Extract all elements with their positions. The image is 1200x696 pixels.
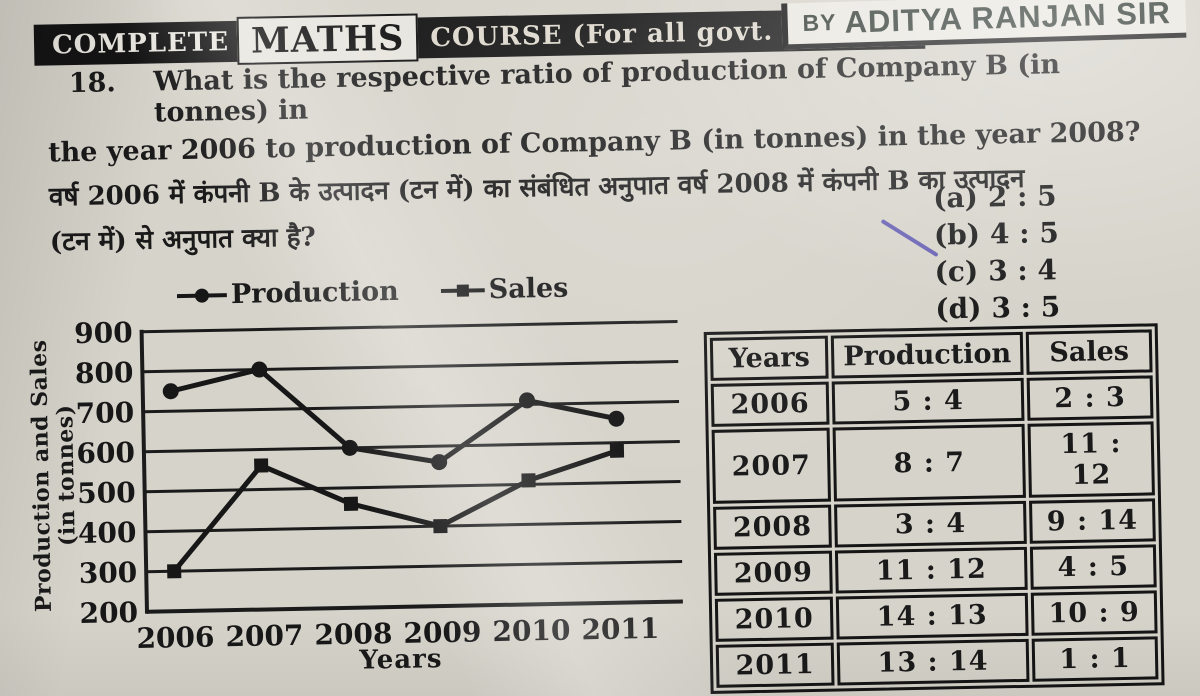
author-name: ADITYA RANJAN SIR	[843, 0, 1172, 40]
sales-ratio-cell: 2 : 3	[1026, 375, 1154, 421]
option-c-value: 3 : 4	[987, 253, 1058, 288]
option-d: (d) 3 : 5	[935, 288, 1061, 327]
sales-column-header: Sales	[1025, 329, 1153, 375]
production-data-point	[518, 392, 535, 409]
sales-legend-marker-icon	[440, 284, 485, 297]
production-ratio-cell: 14 : 13	[835, 592, 1029, 640]
sales-data-point	[609, 443, 625, 458]
line-chart: 200 300 400 500 600 700 800 900 2006 2007 2008 2009…	[74, 316, 683, 655]
year-cell: 2009	[713, 550, 833, 596]
option-a: (a) 2 : 5	[933, 177, 1059, 216]
y-tick-label: 800	[75, 356, 134, 390]
table-row: 2007 8 : 7 11 : 12	[711, 421, 1155, 504]
option-a-label: (a)	[932, 180, 979, 215]
sales-data-point	[343, 496, 359, 511]
table-row: 2008 3 : 4 9 : 14	[713, 498, 1156, 550]
production-data-point	[431, 454, 448, 471]
author-byline: BY ADITYA RANJAN SIR	[781, 0, 1187, 50]
production-data-point	[608, 410, 625, 427]
sales-ratio-cell: 10 : 9	[1030, 590, 1158, 636]
production-data-point	[341, 439, 358, 456]
x-tick-label: 2007	[225, 619, 304, 653]
option-b-label: (b)	[933, 217, 981, 252]
y-tick-label: 400	[78, 516, 137, 550]
production-ratio-cell: 3 : 4	[834, 500, 1027, 548]
table-row: 2010 14 : 13 10 : 9	[714, 590, 1158, 642]
y-tick-label: 300	[78, 556, 137, 590]
sales-data-point	[167, 564, 182, 579]
option-c: (c) 3 : 4	[934, 251, 1060, 290]
x-axis-title: Years	[359, 644, 443, 676]
sales-line	[172, 448, 618, 573]
ratio-table: Years Production Sales 2006 5 : 4 2 : 3 …	[703, 323, 1165, 694]
y-tick-label: 700	[75, 396, 134, 430]
y-tick-label: 200	[79, 596, 138, 630]
option-b: (b) 4 : 5	[934, 214, 1060, 253]
y-tick-label: 600	[76, 436, 135, 470]
legend-item-production: Production	[176, 276, 399, 311]
option-d-label: (d)	[934, 291, 982, 326]
gridline	[141, 320, 678, 334]
year-cell: 2007	[711, 427, 831, 504]
year-cell: 2006	[710, 381, 830, 427]
gridline	[146, 599, 683, 614]
sales-data-point	[433, 518, 448, 534]
ratio-table-container: Years Production Sales 2006 5 : 4 2 : 3 …	[703, 323, 1165, 694]
sales-ratio-cell: 1 : 1	[1031, 636, 1159, 682]
production-data-point	[251, 361, 268, 378]
x-tick-label: 2006	[136, 620, 215, 654]
option-d-value: 3 : 5	[991, 290, 1061, 325]
production-column-header: Production	[830, 331, 1024, 379]
option-c-label: (c)	[934, 254, 979, 289]
table-row: 2009 11 : 12 4 : 5	[713, 544, 1157, 596]
sales-ratio-cell: 4 : 5	[1029, 544, 1157, 590]
sales-ratio-cell: 9 : 14	[1029, 498, 1156, 544]
sales-data-point	[521, 473, 536, 488]
gridline	[144, 479, 681, 494]
gridline	[142, 360, 679, 374]
production-ratio-cell: 8 : 7	[832, 423, 1026, 502]
gridline	[143, 439, 680, 454]
question-number: 18.	[68, 67, 117, 100]
production-data-point	[162, 383, 179, 400]
years-column-header: Years	[709, 335, 829, 381]
byline-prefix: BY	[802, 8, 837, 36]
option-a-value: 2 : 5	[987, 179, 1057, 214]
gridline	[145, 519, 682, 534]
production-ratio-cell: 5 : 4	[831, 377, 1025, 425]
x-tick-label: 2008	[314, 617, 393, 651]
x-tick-label: 2010	[492, 614, 571, 648]
banner-complete-label: COMPLETE	[33, 20, 238, 66]
year-cell: 2008	[713, 504, 832, 550]
sales-ratio-cell: 11 : 12	[1027, 421, 1155, 498]
y-tick-label: 900	[74, 316, 133, 350]
options-list: (a) 2 : 5 (b) 4 : 5 (c) 3 : 4 (d) 3 : 5	[933, 177, 1061, 327]
x-tick-label: 2009	[403, 615, 482, 649]
table-header-row: Years Production Sales	[709, 329, 1153, 381]
banner-maths-label: MATHS	[236, 13, 419, 65]
x-tick-label: 2011	[581, 612, 660, 646]
chart-legend: Production Sales	[176, 273, 569, 312]
year-cell: 2010	[714, 596, 834, 642]
y-tick-label: 500	[77, 476, 136, 510]
option-b-value: 4 : 5	[989, 216, 1060, 251]
y-axis	[139, 329, 150, 614]
legend-item-sales: Sales	[440, 273, 569, 306]
gridline	[146, 559, 683, 574]
sales-data-point	[254, 458, 269, 473]
production-legend-marker-icon	[176, 288, 227, 303]
year-cell: 2011	[715, 642, 835, 688]
gridline	[143, 399, 680, 414]
table-row: 2006 5 : 4 2 : 3	[710, 375, 1154, 427]
production-ratio-cell: 11 : 12	[834, 546, 1028, 594]
production-line	[170, 366, 617, 465]
production-ratio-cell: 13 : 14	[836, 638, 1030, 686]
table-row: 2011 13 : 14 1 : 1	[715, 636, 1159, 688]
